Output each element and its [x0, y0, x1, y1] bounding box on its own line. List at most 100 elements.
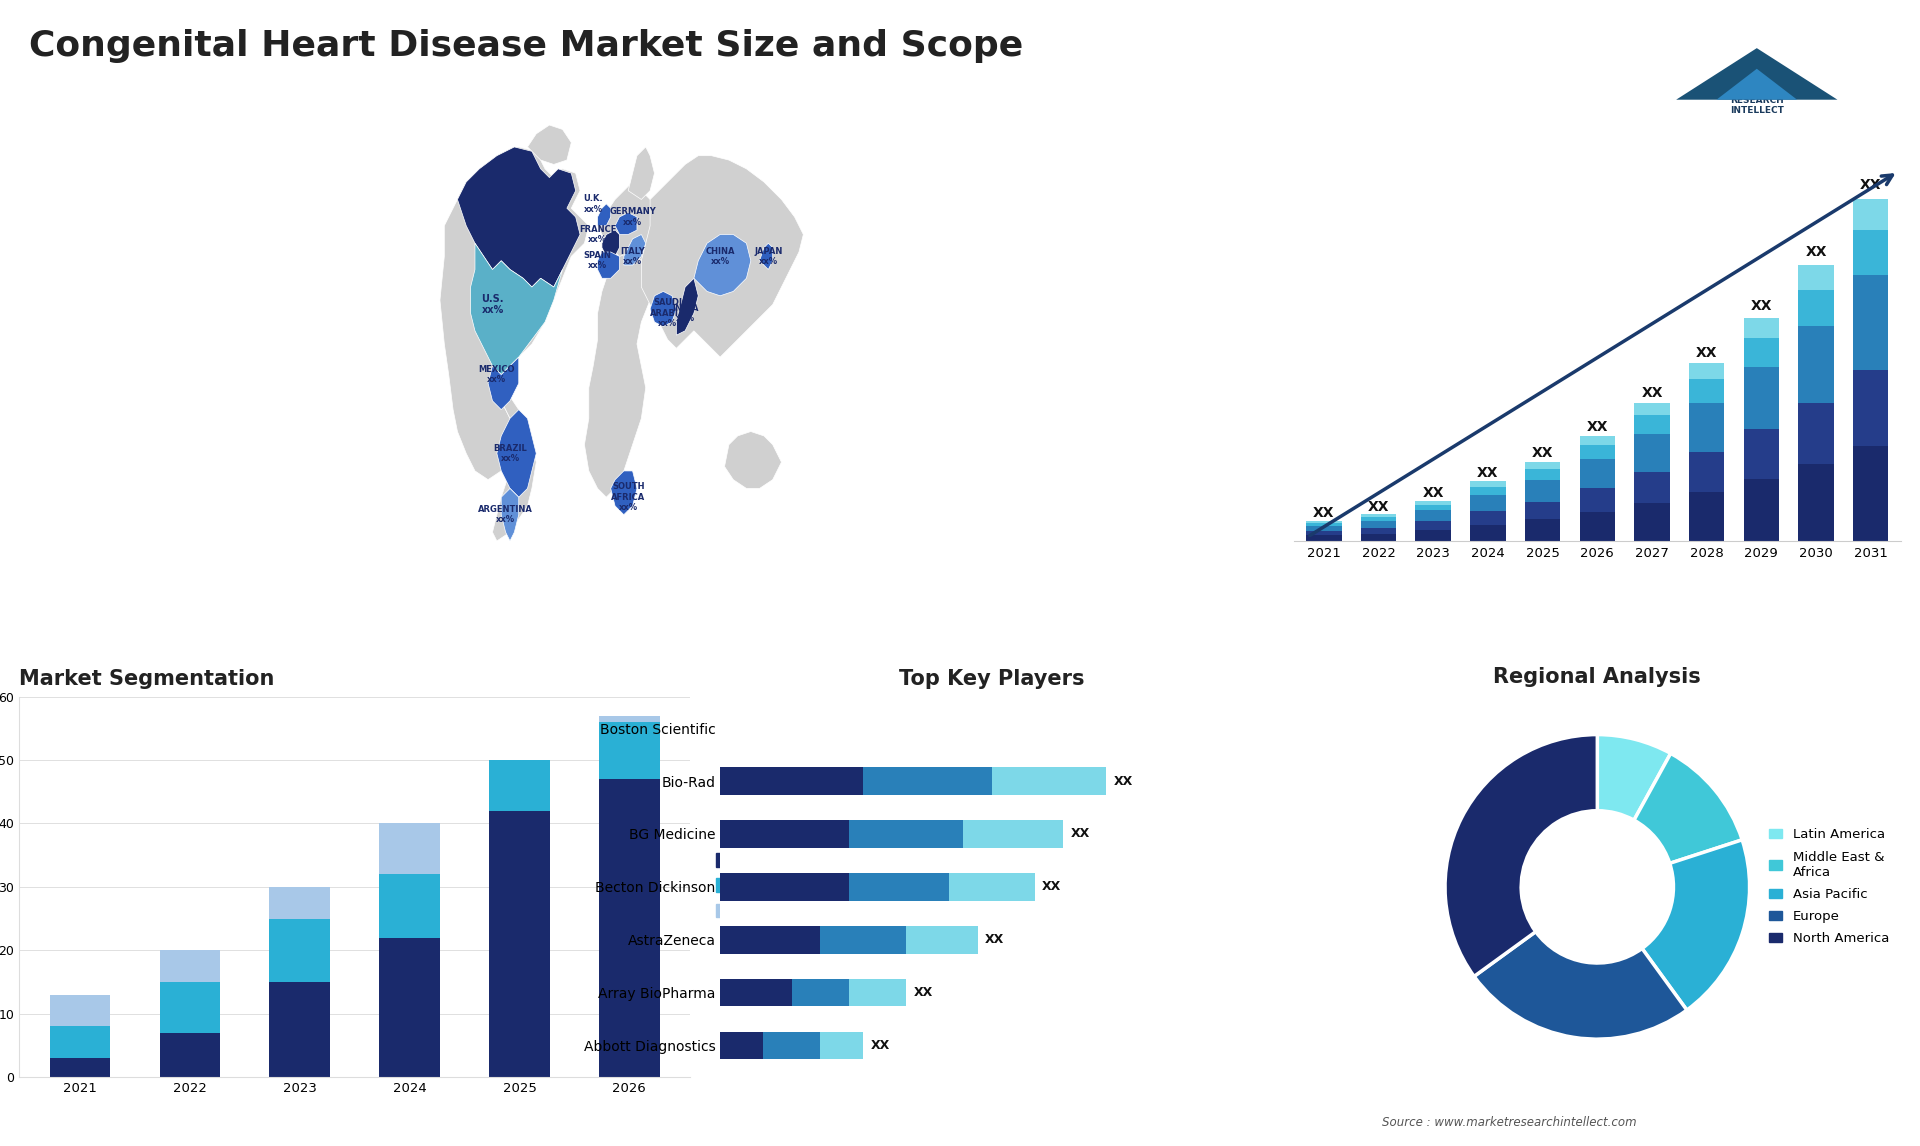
- Text: Source : www.marketresearchintellect.com: Source : www.marketresearchintellect.com: [1382, 1116, 1638, 1129]
- Bar: [1524, 502, 1561, 519]
- Bar: [1853, 370, 1889, 446]
- Bar: [490, 760, 549, 810]
- Bar: [1690, 492, 1724, 541]
- Bar: [1306, 526, 1342, 531]
- Bar: [720, 926, 820, 953]
- Polygon shape: [488, 358, 518, 409]
- Bar: [1743, 479, 1780, 541]
- Text: XX: XX: [1476, 466, 1500, 480]
- Bar: [380, 937, 440, 1077]
- Bar: [159, 982, 221, 1033]
- Polygon shape: [641, 156, 803, 358]
- Bar: [864, 768, 993, 795]
- Bar: [1306, 521, 1342, 523]
- Bar: [1690, 403, 1724, 453]
- Bar: [906, 926, 977, 953]
- Bar: [1415, 521, 1452, 529]
- Bar: [1634, 503, 1670, 541]
- Bar: [1361, 517, 1396, 520]
- Bar: [269, 887, 330, 919]
- Polygon shape: [614, 213, 637, 235]
- Bar: [159, 950, 221, 982]
- Polygon shape: [760, 243, 772, 269]
- Text: JAPAN
xx%: JAPAN xx%: [755, 246, 783, 266]
- Bar: [764, 1031, 820, 1059]
- Wedge shape: [1642, 840, 1749, 1010]
- Bar: [720, 821, 849, 848]
- Text: XX: XX: [1642, 386, 1663, 400]
- Bar: [159, 1033, 221, 1077]
- Bar: [1524, 469, 1561, 479]
- Polygon shape: [501, 488, 518, 541]
- Bar: [1471, 487, 1505, 495]
- Bar: [720, 979, 791, 1006]
- Polygon shape: [492, 397, 536, 541]
- Bar: [720, 873, 849, 901]
- Polygon shape: [628, 147, 655, 199]
- Text: SPAIN
xx%: SPAIN xx%: [584, 251, 611, 270]
- Bar: [1634, 433, 1670, 472]
- Text: XX: XX: [1071, 827, 1091, 840]
- Title: Top Key Players: Top Key Players: [899, 669, 1085, 690]
- Polygon shape: [1676, 48, 1837, 100]
- Text: XX: XX: [1805, 245, 1826, 259]
- Polygon shape: [603, 230, 620, 257]
- Bar: [50, 1027, 109, 1058]
- Bar: [1580, 460, 1615, 488]
- Bar: [1743, 317, 1780, 338]
- Bar: [380, 824, 440, 874]
- Text: XX: XX: [1313, 507, 1334, 520]
- Bar: [1853, 229, 1889, 275]
- Wedge shape: [1634, 753, 1741, 863]
- Polygon shape: [440, 147, 589, 480]
- Text: U.K.
xx%: U.K. xx%: [584, 194, 603, 213]
- Polygon shape: [1716, 69, 1797, 100]
- Bar: [948, 873, 1035, 901]
- Bar: [599, 779, 660, 1077]
- Polygon shape: [528, 125, 572, 164]
- Bar: [791, 979, 849, 1006]
- Polygon shape: [597, 182, 662, 265]
- Text: XX: XX: [1586, 419, 1609, 433]
- Bar: [599, 715, 660, 722]
- Wedge shape: [1446, 735, 1597, 976]
- Bar: [1415, 529, 1452, 541]
- Bar: [849, 979, 906, 1006]
- Bar: [1471, 525, 1505, 541]
- Text: MARKET
RESEARCH
INTELLECT: MARKET RESEARCH INTELLECT: [1730, 85, 1784, 116]
- Bar: [1799, 464, 1834, 541]
- Bar: [1306, 531, 1342, 535]
- Bar: [1415, 501, 1452, 504]
- Bar: [50, 995, 109, 1027]
- Bar: [1799, 265, 1834, 290]
- Text: SOUTH
AFRICA
xx%: SOUTH AFRICA xx%: [611, 482, 645, 512]
- Bar: [1415, 510, 1452, 521]
- Bar: [1634, 403, 1670, 415]
- Bar: [1580, 488, 1615, 512]
- Bar: [1306, 535, 1342, 541]
- Bar: [1361, 515, 1396, 517]
- Bar: [269, 919, 330, 982]
- Bar: [849, 873, 948, 901]
- Polygon shape: [676, 278, 699, 335]
- Text: ITALY
xx%: ITALY xx%: [620, 246, 645, 266]
- Polygon shape: [422, 103, 860, 541]
- Text: Market Segmentation: Market Segmentation: [19, 669, 275, 690]
- Bar: [820, 1031, 864, 1059]
- Legend: Type, Application, Geography: Type, Application, Geography: [710, 849, 824, 925]
- Polygon shape: [470, 243, 563, 375]
- Text: XX: XX: [1423, 486, 1444, 501]
- Bar: [1853, 199, 1889, 229]
- Bar: [490, 810, 549, 1077]
- Bar: [1690, 379, 1724, 403]
- Text: XX: XX: [985, 933, 1004, 947]
- Bar: [720, 1031, 764, 1059]
- Text: U.S.
xx%: U.S. xx%: [482, 293, 503, 315]
- Polygon shape: [497, 409, 536, 497]
- Text: BRAZIL
xx%: BRAZIL xx%: [493, 444, 526, 463]
- Bar: [1743, 429, 1780, 479]
- Bar: [1853, 275, 1889, 370]
- Bar: [1580, 435, 1615, 446]
- Text: XX: XX: [1860, 178, 1882, 193]
- Text: XX: XX: [914, 987, 933, 999]
